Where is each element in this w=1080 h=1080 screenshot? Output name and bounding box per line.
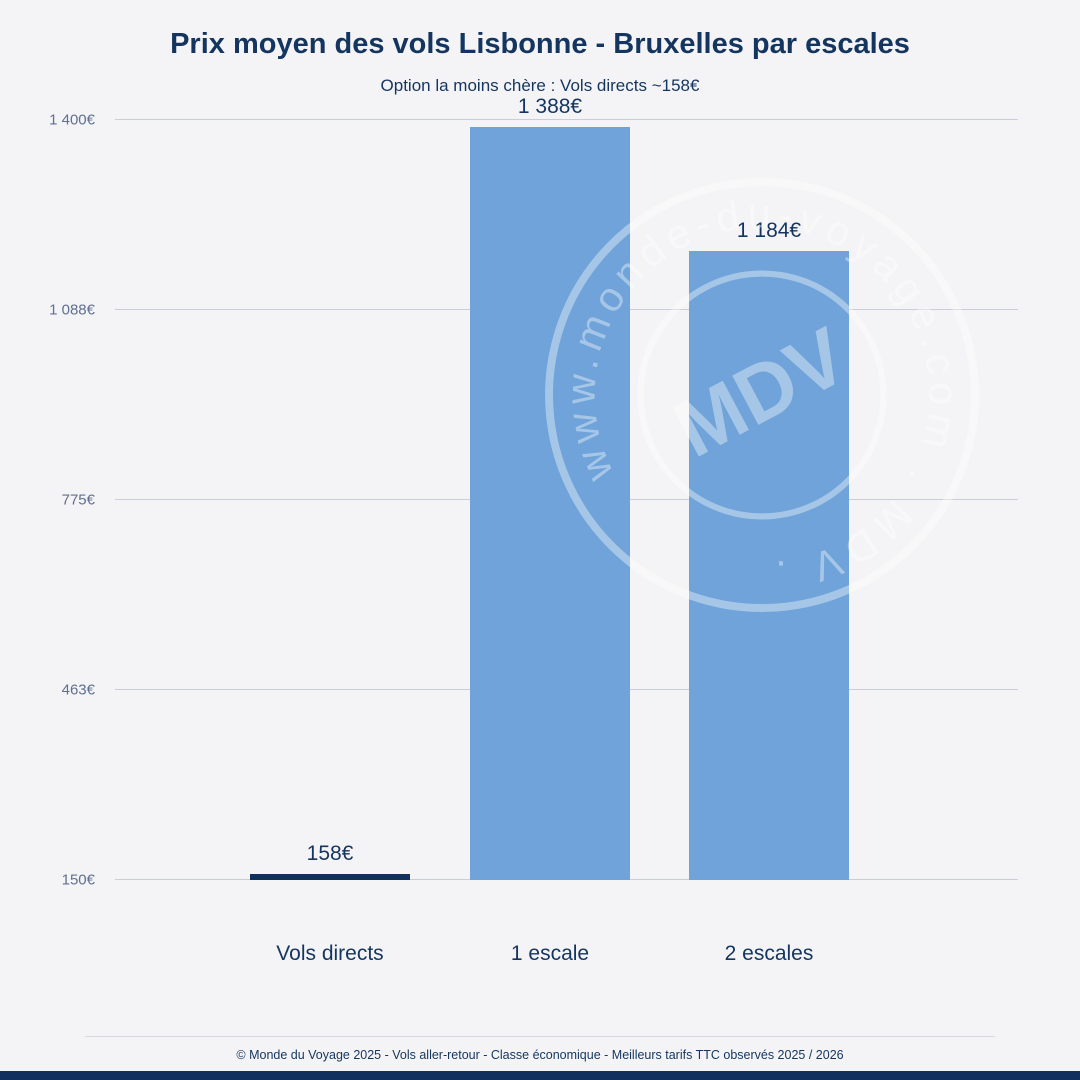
y-tick-label: 775€ [61,491,95,509]
x-category-label: 1 escale [510,942,590,965]
bottom-accent-bar [0,1071,1080,1080]
footer-divider [85,1036,995,1037]
x-axis: Vols directs 1 escale 2 escales [115,942,1018,982]
x-category-label: Vols directs [276,942,384,965]
y-tick-label: 150€ [61,871,95,889]
x-category-label: 2 escales [724,942,814,965]
footer-credit: © Monde du Voyage 2025 - Vols aller-reto… [236,1048,844,1062]
bar-value-label: 1 184€ [736,219,802,243]
y-tick-label: 1 088€ [49,301,95,319]
y-tick-label: 1 400€ [49,111,95,129]
bar-vols-directs [250,874,410,880]
bar-2-escales [689,251,849,880]
gridline [115,119,1018,120]
plot-area: 158€ 1 388€ 1 184€ [115,95,1018,880]
bar-value-label: 158€ [306,842,354,865]
bar-1-escale [470,127,630,880]
y-axis: 150€ 463€ 775€ 1 088€ 1 400€ [0,112,105,889]
chart-subtitle: Option la moins chère : Vols directs ~15… [380,76,700,95]
y-tick-label: 463€ [61,681,95,699]
bar-value-label: 1 388€ [517,95,583,119]
chart-title: Prix moyen des vols Lisbonne - Bruxelles… [170,28,910,60]
